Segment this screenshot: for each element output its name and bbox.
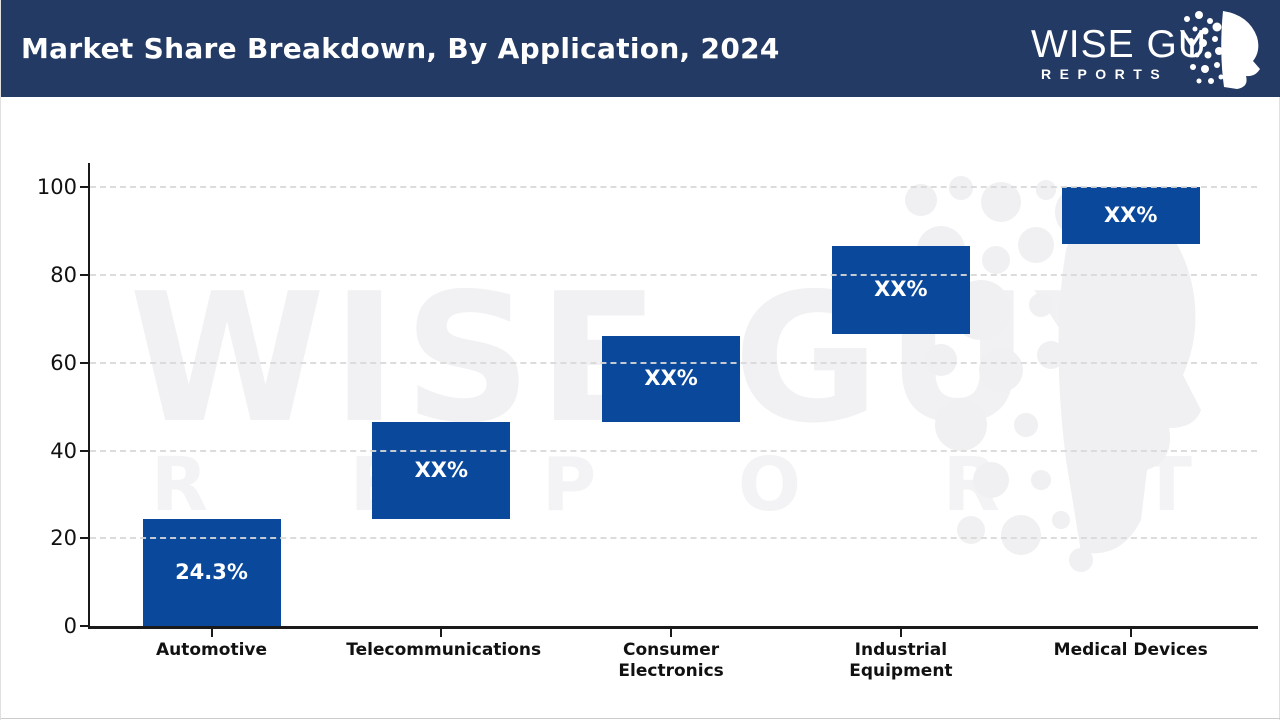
y-axis-line (88, 163, 90, 628)
bar-value-label-medical-devices: XX% (1103, 202, 1158, 227)
x-tick-industrial-equipment (899, 629, 902, 637)
y-tick-100 (80, 186, 89, 189)
category-label-industrial-equipment: Industrial Equipment (849, 640, 953, 681)
x-tick-automotive (210, 629, 213, 637)
category-label-automotive: Automotive (155, 640, 268, 660)
y-tick-label-60: 60 (50, 350, 77, 375)
y-tick-0 (80, 625, 89, 627)
y-tick-label-40: 40 (50, 438, 77, 463)
svg-text:WISE GU: WISE GU (1031, 23, 1207, 66)
y-tick-80 (80, 274, 89, 276)
y-tick-label-0: 0 (63, 614, 77, 638)
x-axis-line (88, 626, 1258, 629)
bar-medical-devices: XX% (1061, 187, 1200, 245)
gridline-40 (90, 449, 1257, 452)
y-tick-label-100: 100 (36, 175, 77, 200)
bar-telecommunications: XX% (372, 421, 511, 520)
y-tick-60 (80, 361, 89, 364)
svg-text:REPORTS: REPORTS (1041, 66, 1168, 82)
page-bottom-border (1, 718, 1280, 719)
header-bar: Market Share Breakdown, By Application, … (1, 0, 1280, 97)
bar-value-label-telecommunications: XX% (414, 457, 469, 482)
y-tick-40 (80, 449, 89, 452)
y-tick-label-20: 20 (50, 526, 77, 551)
gridline-100 (90, 186, 1257, 189)
x-tick-consumer-electronics (670, 629, 673, 637)
bar-automotive: 24.3% (142, 519, 281, 626)
category-label-telecommunications: Telecommunications (346, 640, 542, 660)
gridline-80 (90, 274, 1257, 276)
x-tick-telecommunications (440, 629, 443, 637)
y-tick-20 (80, 537, 89, 540)
bar-value-label-industrial-equipment: XX% (874, 277, 928, 302)
bar-value-label-automotive: 24.3% (175, 559, 248, 584)
wise-guy-reports-logo: WISE GU Y REPORTS (1031, 11, 1260, 89)
bar-industrial-equipment: XX% (831, 246, 970, 335)
gridline-60 (90, 361, 1257, 364)
bar-consumer-electronics: XX% (602, 336, 741, 422)
bar-value-label-consumer-electronics: XX% (644, 366, 698, 391)
chart-title: Market Share Breakdown, By Application, … (21, 32, 780, 65)
x-tick-medical-devices (1129, 629, 1132, 637)
category-label-consumer-electronics: Consumer Electronics (618, 640, 724, 681)
gridline-20 (90, 537, 1257, 540)
y-tick-label-80: 80 (50, 263, 77, 287)
category-label-medical-devices: Medical Devices (1053, 640, 1208, 660)
